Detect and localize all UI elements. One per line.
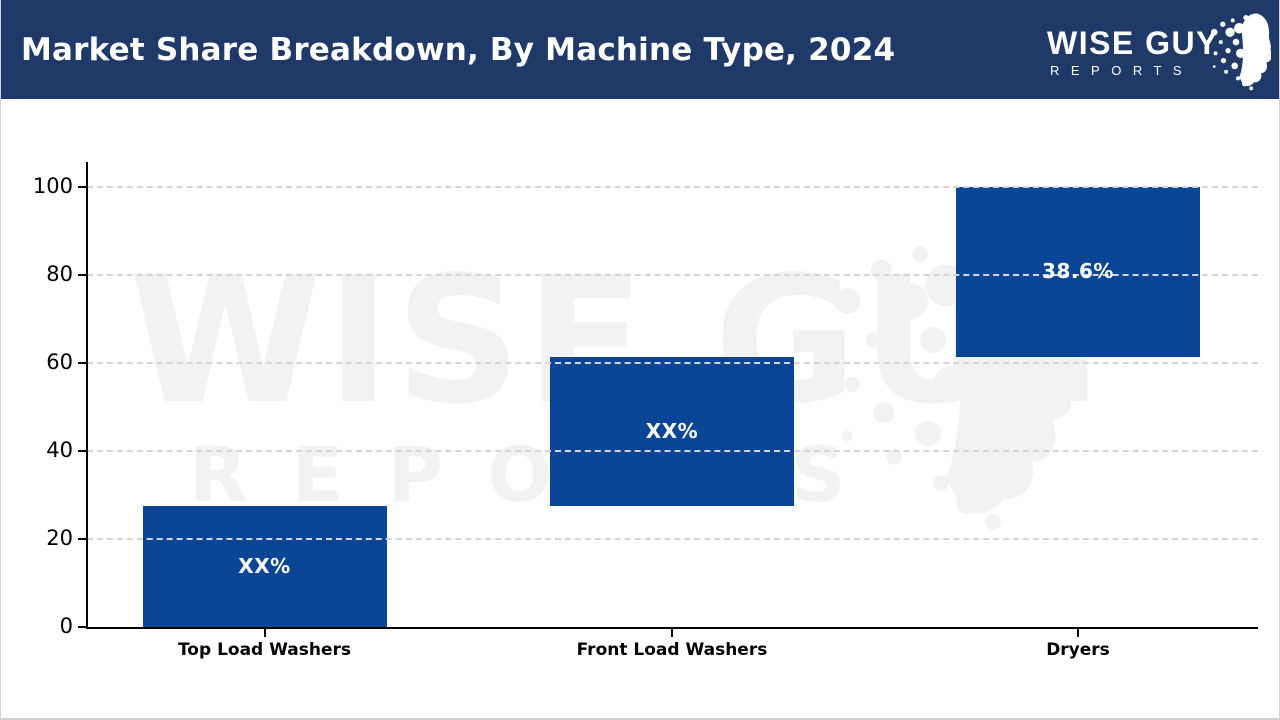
gridline-60: [87, 362, 1258, 364]
y-tick-label-0: 0: [59, 614, 73, 638]
bar-value-label-dryers: 38.6%: [1042, 259, 1114, 283]
y-tick-label-40: 40: [46, 438, 73, 462]
x-tick-top-load-washers: [263, 629, 266, 637]
header-bar: Market Share Breakdown, By Machine Type,…: [1, 0, 1279, 99]
brand-logo-line2: REPORTS: [1049, 62, 1194, 78]
brand-logo: WISE GUY REPORTS: [1047, 12, 1271, 92]
bar-value-label-top-load-washers: XX%: [238, 554, 291, 578]
gridline-100: [87, 186, 1258, 188]
y-tick-label-20: 20: [46, 526, 73, 550]
y-tick-40: [78, 450, 87, 452]
gridline-40: [87, 450, 1258, 452]
x-tick-dryers: [1077, 629, 1079, 637]
y-tick-label-100: 100: [32, 174, 73, 198]
x-tick-front-load-washers: [671, 629, 673, 637]
brand-logo-face-icon: [1210, 13, 1271, 91]
bar-top-load-washers: [142, 506, 387, 627]
y-tick-100: [78, 186, 87, 188]
brand-logo-line1: WISE GUY: [1046, 24, 1219, 61]
x-category-label-top-load-washers: Top Load Washers: [177, 640, 352, 660]
page-title: Market Share Breakdown, By Machine Type,…: [21, 31, 896, 68]
brand-logo-text: WISE GUY REPORTS: [1047, 27, 1219, 78]
y-tick-80: [78, 274, 87, 276]
x-category-label-front-load-washers: Front Load Washers: [576, 640, 768, 660]
gridline-80: [87, 274, 1258, 276]
y-axis-line: [86, 162, 88, 629]
y-tick-label-80: 80: [46, 262, 73, 286]
y-tick-60: [78, 362, 87, 364]
y-tick-label-60: 60: [46, 350, 73, 374]
y-tick-0: [78, 626, 87, 628]
bar-front-load-washers: [550, 356, 794, 506]
y-tick-20: [78, 538, 87, 540]
x-category-label-dryers: Dryers: [1046, 640, 1110, 660]
gridline-20: [87, 538, 1258, 540]
x-axis-line: [86, 627, 1258, 629]
bar-value-label-front-load-washers: XX%: [645, 418, 699, 443]
